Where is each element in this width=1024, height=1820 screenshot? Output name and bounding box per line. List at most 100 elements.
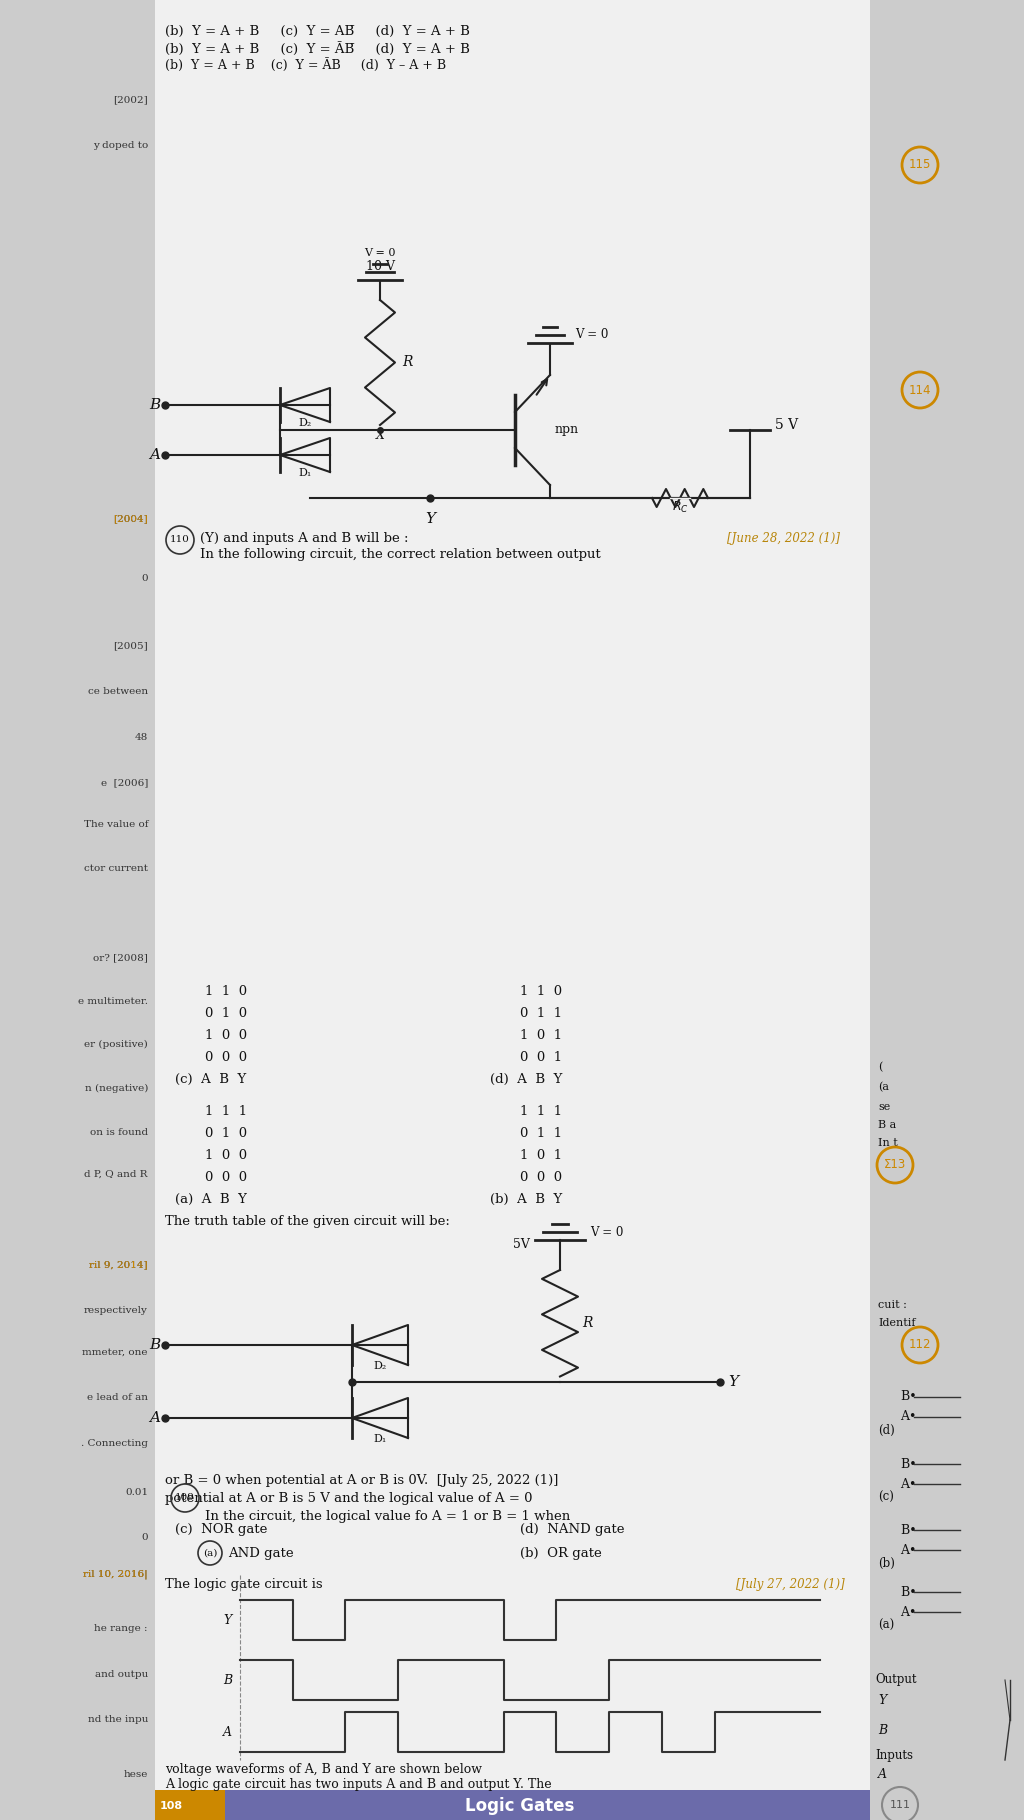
Text: voltage waveforms of A, B and Y are shown below: voltage waveforms of A, B and Y are show… [165,1764,482,1776]
Text: R: R [402,355,413,369]
Text: A: A [150,1410,160,1425]
Text: 0  1  0: 0 1 0 [205,1006,247,1019]
Text: 112: 112 [908,1338,931,1352]
Text: 5 V: 5 V [775,419,798,431]
Text: (b)  A  B  Y: (b) A B Y [490,1192,562,1207]
Text: 0  0  1: 0 0 1 [520,1050,562,1065]
Text: ctor current: ctor current [84,864,148,872]
Text: (c): (c) [878,1491,894,1503]
Text: R: R [582,1316,593,1330]
Text: A•: A• [900,1410,916,1423]
Text: 1  0  1: 1 0 1 [520,1148,562,1161]
Text: 111: 111 [890,1800,910,1811]
Text: B a: B a [878,1119,896,1130]
Text: and outpu: and outpu [95,1671,148,1678]
Text: (d): (d) [878,1423,895,1436]
Text: 108: 108 [160,1802,183,1811]
Text: [2004]: [2004] [114,515,148,522]
Text: The truth table of the given circuit will be:: The truth table of the given circuit wil… [165,1216,450,1228]
Text: A•: A• [900,1605,916,1618]
Text: ril 10, 2016|: ril 10, 2016| [83,1569,148,1580]
Text: 0  0  0: 0 0 0 [205,1170,247,1185]
Text: In the circuit, the logical value fo A = 1 or B = 1 when: In the circuit, the logical value fo A =… [205,1511,570,1523]
Text: D₁: D₁ [298,468,311,479]
Text: hese: hese [124,1771,148,1778]
Text: B: B [223,1674,232,1687]
Text: B: B [148,399,160,411]
Text: (a): (a) [203,1549,217,1558]
Text: (a): (a) [878,1618,894,1631]
Text: A•: A• [900,1543,916,1556]
Text: D₁: D₁ [374,1434,387,1443]
Text: Y: Y [728,1374,738,1389]
Text: [June 28, 2022 (1)]: [June 28, 2022 (1)] [727,531,840,544]
Text: (d)  NAND gate: (d) NAND gate [520,1523,625,1536]
Bar [0,0,155,1820]
Bar [155,0,870,1820]
Text: 48: 48 [135,733,148,741]
Bar [155,1791,225,1820]
Text: 114: 114 [908,384,931,397]
Text: Output: Output [874,1674,916,1687]
Text: ril 9, 2014]: ril 9, 2014] [89,1261,148,1269]
Text: A: A [878,1769,887,1782]
Text: A logic gate circuit has two inputs A and B and output Y. The: A logic gate circuit has two inputs A an… [165,1778,552,1791]
Text: 0  0  0: 0 0 0 [520,1170,562,1185]
Text: D₂: D₂ [298,419,311,428]
Text: nd the inpu: nd the inpu [88,1716,148,1724]
Text: (c)  NOR gate: (c) NOR gate [175,1523,267,1536]
Text: A: A [223,1725,232,1738]
Text: B: B [878,1724,887,1736]
Text: X: X [376,430,384,442]
Text: Σ13: Σ13 [884,1159,906,1172]
Text: (b): (b) [878,1556,895,1569]
Text: ce between: ce between [88,688,148,695]
Text: AND gate: AND gate [228,1547,294,1560]
Text: (b)  Y = A + B     (c)  Y = ĀB̅     (d)  Y = A + B: (b) Y = A + B (c) Y = ĀB̅ (d) Y = A + B [165,42,470,56]
Bar [870,0,1024,1820]
Text: D₂: D₂ [374,1361,387,1370]
Text: d P, Q and R: d P, Q and R [85,1170,148,1178]
Text: 1  1  0: 1 1 0 [520,985,562,997]
Text: ril 9, 2014]: ril 9, 2014] [89,1261,148,1269]
Bar [155,1791,870,1820]
Text: er (positive): er (positive) [84,1039,148,1050]
Text: e multimeter.: e multimeter. [78,997,148,1005]
Text: Y: Y [425,511,435,526]
Text: 1  0  1: 1 0 1 [520,1028,562,1043]
Text: 0.01: 0.01 [125,1489,148,1496]
Text: [July 27, 2022 (1)]: [July 27, 2022 (1)] [736,1578,845,1591]
Text: n (negative): n (negative) [85,1083,148,1094]
Text: respectively: respectively [84,1307,148,1314]
Text: V = 0: V = 0 [575,328,608,342]
Text: The value of: The value of [84,821,148,828]
Text: 0: 0 [141,1534,148,1542]
Text: (: ( [878,1063,883,1072]
Text: (a)  A  B  Y: (a) A B Y [175,1192,247,1207]
Text: (c)  A  B  Y: (c) A B Y [175,1074,246,1087]
Text: or B = 0 when potential at A or B is 0V.  [July 25, 2022 (1)]: or B = 0 when potential at A or B is 0V.… [165,1474,558,1487]
Text: (Y) and inputs A and B will be :: (Y) and inputs A and B will be : [200,531,409,544]
Text: on is found: on is found [90,1128,148,1136]
Text: e  [2006]: e [2006] [100,779,148,786]
Text: 0  1  0: 0 1 0 [205,1127,247,1139]
Text: (b)  Y = A + B     (c)  Y = AB̅     (d)  Y = A + B: (b) Y = A + B (c) Y = AB̅ (d) Y = A + B [165,25,470,38]
Text: 1  0  0: 1 0 0 [205,1148,247,1161]
Text: 109: 109 [175,1494,195,1503]
Text: A: A [150,448,160,462]
Text: B•: B• [900,1390,916,1403]
Text: $R_C$: $R_C$ [672,501,688,515]
Text: 1  1  0: 1 1 0 [205,985,247,997]
Text: ril 10, 2016|: ril 10, 2016| [83,1569,148,1580]
Text: Inputs: Inputs [874,1749,913,1762]
Text: 5V: 5V [513,1238,530,1250]
Text: (b)  Y = A + B    (c)  Y = ĀB     (d)  Y – A + B: (b) Y = A + B (c) Y = ĀB (d) Y – A + B [165,58,446,73]
Text: [2004]: [2004] [114,515,148,522]
Text: 1  1  1: 1 1 1 [520,1105,562,1117]
Text: (a: (a [878,1083,889,1092]
Text: cuit :: cuit : [878,1299,907,1310]
Text: or? [2008]: or? [2008] [93,954,148,961]
Text: 1  0  0: 1 0 0 [205,1028,247,1043]
Text: (b)  OR gate: (b) OR gate [520,1547,602,1560]
Text: V = 0: V = 0 [590,1225,624,1238]
